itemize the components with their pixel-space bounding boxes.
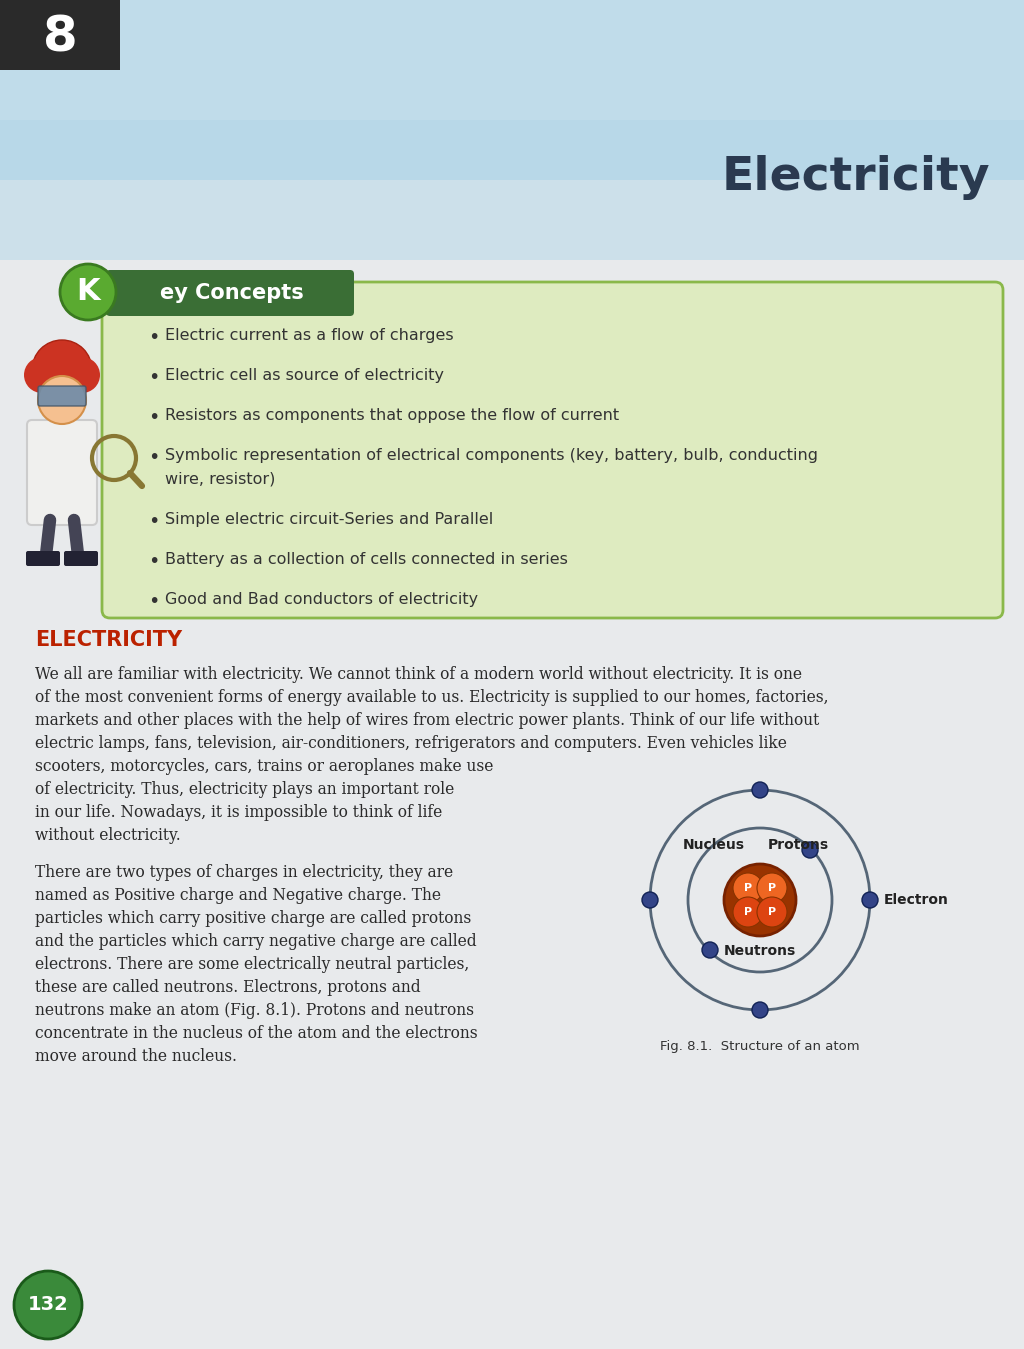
- Circle shape: [733, 873, 763, 902]
- Text: Symbolic representation of electrical components (key, battery, bulb, conducting: Symbolic representation of electrical co…: [165, 448, 818, 463]
- Text: •: •: [148, 407, 160, 428]
- Text: P: P: [768, 884, 776, 893]
- Text: Good and Bad conductors of electricity: Good and Bad conductors of electricity: [165, 592, 478, 607]
- Circle shape: [38, 376, 86, 424]
- Text: P: P: [744, 884, 752, 893]
- Circle shape: [752, 1002, 768, 1018]
- Circle shape: [63, 357, 100, 393]
- Text: Neutrons: Neutrons: [724, 944, 796, 958]
- FancyBboxPatch shape: [0, 0, 1024, 120]
- Text: concentrate in the nucleus of the atom and the electrons: concentrate in the nucleus of the atom a…: [35, 1025, 477, 1041]
- Text: Electricity: Electricity: [722, 155, 990, 200]
- Text: •: •: [148, 552, 160, 571]
- Text: without electricity.: without electricity.: [35, 827, 181, 844]
- Circle shape: [32, 340, 92, 401]
- Text: Electric current as a flow of charges: Electric current as a flow of charges: [165, 328, 454, 343]
- Text: P: P: [744, 907, 752, 917]
- Text: neutrons make an atom (Fig. 8.1). Protons and neutrons: neutrons make an atom (Fig. 8.1). Proton…: [35, 1002, 474, 1018]
- Text: ey Concepts: ey Concepts: [160, 283, 304, 304]
- Text: Electric cell as source of electricity: Electric cell as source of electricity: [165, 368, 444, 383]
- Text: ELECTRICITY: ELECTRICITY: [35, 630, 182, 650]
- Text: 8: 8: [43, 13, 78, 62]
- Text: scooters, motorcycles, cars, trains or aeroplanes make use: scooters, motorcycles, cars, trains or a…: [35, 758, 494, 774]
- Circle shape: [702, 942, 718, 958]
- Text: particles which carry positive charge are called protons: particles which carry positive charge ar…: [35, 911, 471, 927]
- Text: and the particles which carry negative charge are called: and the particles which carry negative c…: [35, 934, 476, 950]
- Text: Resistors as components that oppose the flow of current: Resistors as components that oppose the …: [165, 407, 620, 424]
- Circle shape: [757, 873, 787, 902]
- Text: these are called neutrons. Electrons, protons and: these are called neutrons. Electrons, pr…: [35, 979, 421, 996]
- Circle shape: [60, 264, 116, 320]
- Text: Electron: Electron: [884, 893, 949, 907]
- FancyBboxPatch shape: [27, 420, 97, 525]
- Circle shape: [14, 1271, 82, 1340]
- FancyBboxPatch shape: [63, 550, 98, 567]
- Text: •: •: [148, 328, 160, 347]
- Circle shape: [862, 892, 878, 908]
- Circle shape: [733, 897, 763, 927]
- FancyBboxPatch shape: [0, 179, 1024, 290]
- Circle shape: [642, 892, 658, 908]
- Text: 132: 132: [28, 1295, 69, 1314]
- Text: Fig. 8.1.  Structure of an atom: Fig. 8.1. Structure of an atom: [660, 1040, 860, 1054]
- Text: of the most convenient forms of energy available to us. Electricity is supplied : of the most convenient forms of energy a…: [35, 689, 828, 706]
- Text: We all are familiar with electricity. We cannot think of a modern world without : We all are familiar with electricity. We…: [35, 666, 802, 683]
- FancyBboxPatch shape: [0, 0, 1024, 240]
- Text: electric lamps, fans, television, air-conditioners, refrigerators and computers.: electric lamps, fans, television, air-co…: [35, 735, 786, 751]
- FancyBboxPatch shape: [106, 270, 354, 316]
- Text: •: •: [148, 368, 160, 387]
- Text: wire, resistor): wire, resistor): [165, 472, 275, 487]
- Text: move around the nucleus.: move around the nucleus.: [35, 1048, 237, 1064]
- Text: Nucleus: Nucleus: [683, 838, 745, 853]
- FancyBboxPatch shape: [102, 282, 1002, 618]
- Circle shape: [752, 782, 768, 799]
- Circle shape: [802, 842, 818, 858]
- Text: •: •: [148, 592, 160, 611]
- Circle shape: [757, 897, 787, 927]
- Text: •: •: [148, 448, 160, 467]
- Circle shape: [724, 863, 796, 936]
- Text: There are two types of charges in electricity, they are: There are two types of charges in electr…: [35, 863, 454, 881]
- FancyBboxPatch shape: [26, 550, 60, 567]
- Text: named as Positive charge and Negative charge. The: named as Positive charge and Negative ch…: [35, 888, 441, 904]
- Text: •: •: [148, 513, 160, 532]
- Text: Protons: Protons: [768, 838, 829, 853]
- Text: Battery as a collection of cells connected in series: Battery as a collection of cells connect…: [165, 552, 568, 567]
- Text: K: K: [76, 278, 99, 306]
- Text: markets and other places with the help of wires from electric power plants. Thin: markets and other places with the help o…: [35, 712, 819, 728]
- Circle shape: [24, 357, 60, 393]
- FancyBboxPatch shape: [38, 386, 86, 406]
- FancyBboxPatch shape: [0, 0, 120, 70]
- Text: P: P: [768, 907, 776, 917]
- Text: Simple electric circuit-Series and Parallel: Simple electric circuit-Series and Paral…: [165, 513, 494, 527]
- Text: of electricity. Thus, electricity plays an important role: of electricity. Thus, electricity plays …: [35, 781, 455, 799]
- Text: electrons. There are some electrically neutral particles,: electrons. There are some electrically n…: [35, 956, 469, 973]
- FancyBboxPatch shape: [0, 260, 1024, 1349]
- Text: in our life. Nowadays, it is impossible to think of life: in our life. Nowadays, it is impossible …: [35, 804, 442, 822]
